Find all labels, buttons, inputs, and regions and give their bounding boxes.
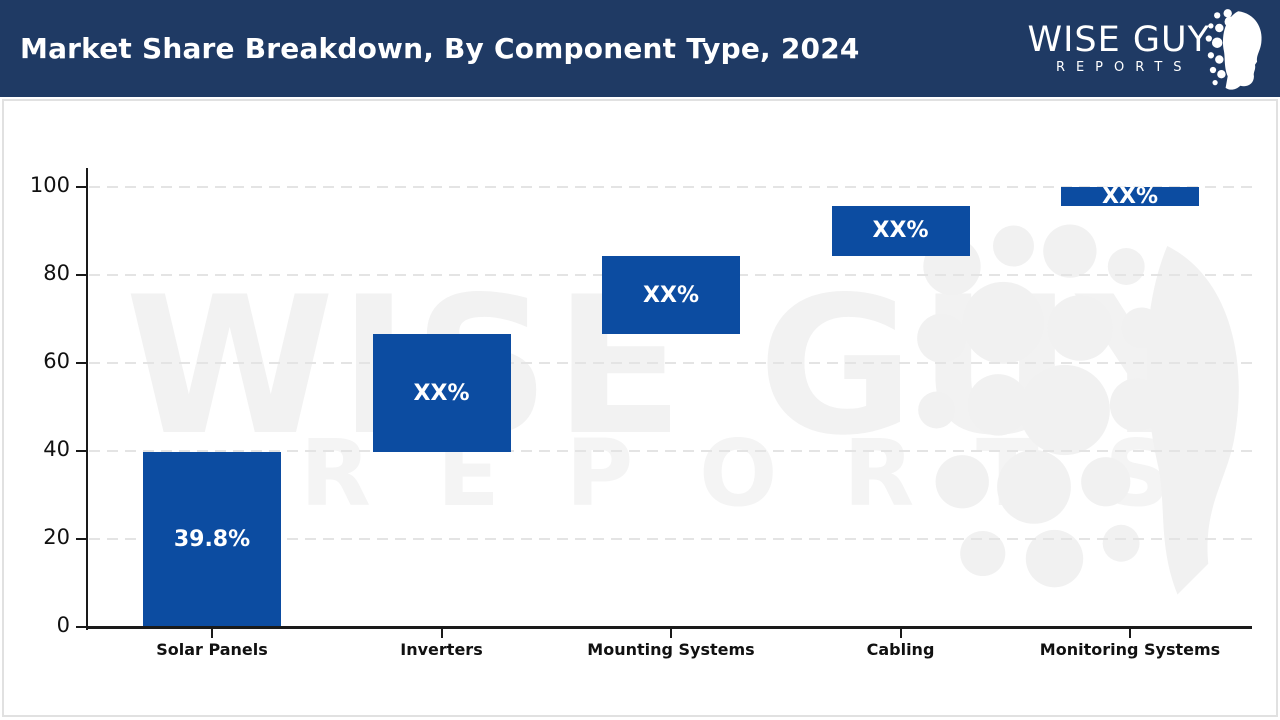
y-tick-mark bbox=[76, 538, 87, 540]
logo-wordmark-line2: REPORTS bbox=[1055, 59, 1193, 75]
gridline bbox=[89, 538, 1252, 540]
bar-segment: XX% bbox=[372, 334, 511, 452]
bar-segment: XX% bbox=[831, 205, 970, 257]
y-tick-label: 40 bbox=[43, 437, 70, 461]
chart-title: Market Share Breakdown, By Component Typ… bbox=[20, 32, 860, 65]
bar-value-label: XX% bbox=[872, 218, 929, 244]
header: Market Share Breakdown, By Component Typ… bbox=[0, 0, 1280, 97]
x-category-label: Monitoring Systems bbox=[1039, 640, 1221, 659]
y-tick-mark bbox=[76, 186, 87, 188]
y-tick-mark bbox=[76, 274, 87, 276]
logo-wordmark-line1: WISE GUY bbox=[1027, 20, 1210, 61]
x-axis-line bbox=[86, 626, 1252, 629]
y-tick-mark bbox=[76, 450, 87, 452]
logo-head-icon bbox=[1205, 8, 1262, 90]
y-tick-label: 100 bbox=[29, 173, 70, 197]
gridline bbox=[89, 186, 1252, 188]
bar-segment: 39.8% bbox=[143, 451, 281, 627]
x-tick-mark bbox=[670, 629, 672, 638]
y-axis-line bbox=[86, 168, 88, 630]
x-category-label: Solar Panels bbox=[156, 640, 268, 659]
x-category-label: Inverters bbox=[400, 640, 483, 659]
y-tick-mark bbox=[76, 626, 87, 628]
y-tick-label: 80 bbox=[43, 261, 70, 285]
gridline bbox=[89, 450, 1252, 452]
bar-segment: XX% bbox=[602, 256, 740, 335]
x-tick-mark bbox=[211, 629, 213, 638]
bar-value-label: XX% bbox=[643, 282, 699, 308]
chart-border-frame bbox=[2, 99, 1278, 717]
y-tick-label: 60 bbox=[43, 349, 70, 373]
bar-segment: XX% bbox=[1061, 183, 1199, 209]
x-tick-mark bbox=[1129, 629, 1131, 638]
x-category-label: Mounting Systems bbox=[587, 640, 755, 659]
brand-logo: WISE GUY REPORTS bbox=[1027, 7, 1280, 91]
y-tick-label: 20 bbox=[43, 525, 70, 549]
bar-value-label: XX% bbox=[413, 380, 470, 406]
gridline bbox=[89, 362, 1252, 364]
x-tick-mark bbox=[440, 629, 443, 638]
x-tick-mark bbox=[899, 629, 902, 638]
bar-value-label: XX% bbox=[1102, 183, 1158, 209]
watermark-head-icon bbox=[917, 224, 1239, 595]
x-category-label: Cabling bbox=[866, 640, 935, 659]
bar-value-label: 39.8% bbox=[173, 526, 251, 552]
y-tick-mark bbox=[76, 362, 87, 364]
logo-wordmark: WISE GUY REPORTS bbox=[1027, 22, 1210, 75]
y-tick-label: 0 bbox=[56, 613, 70, 637]
